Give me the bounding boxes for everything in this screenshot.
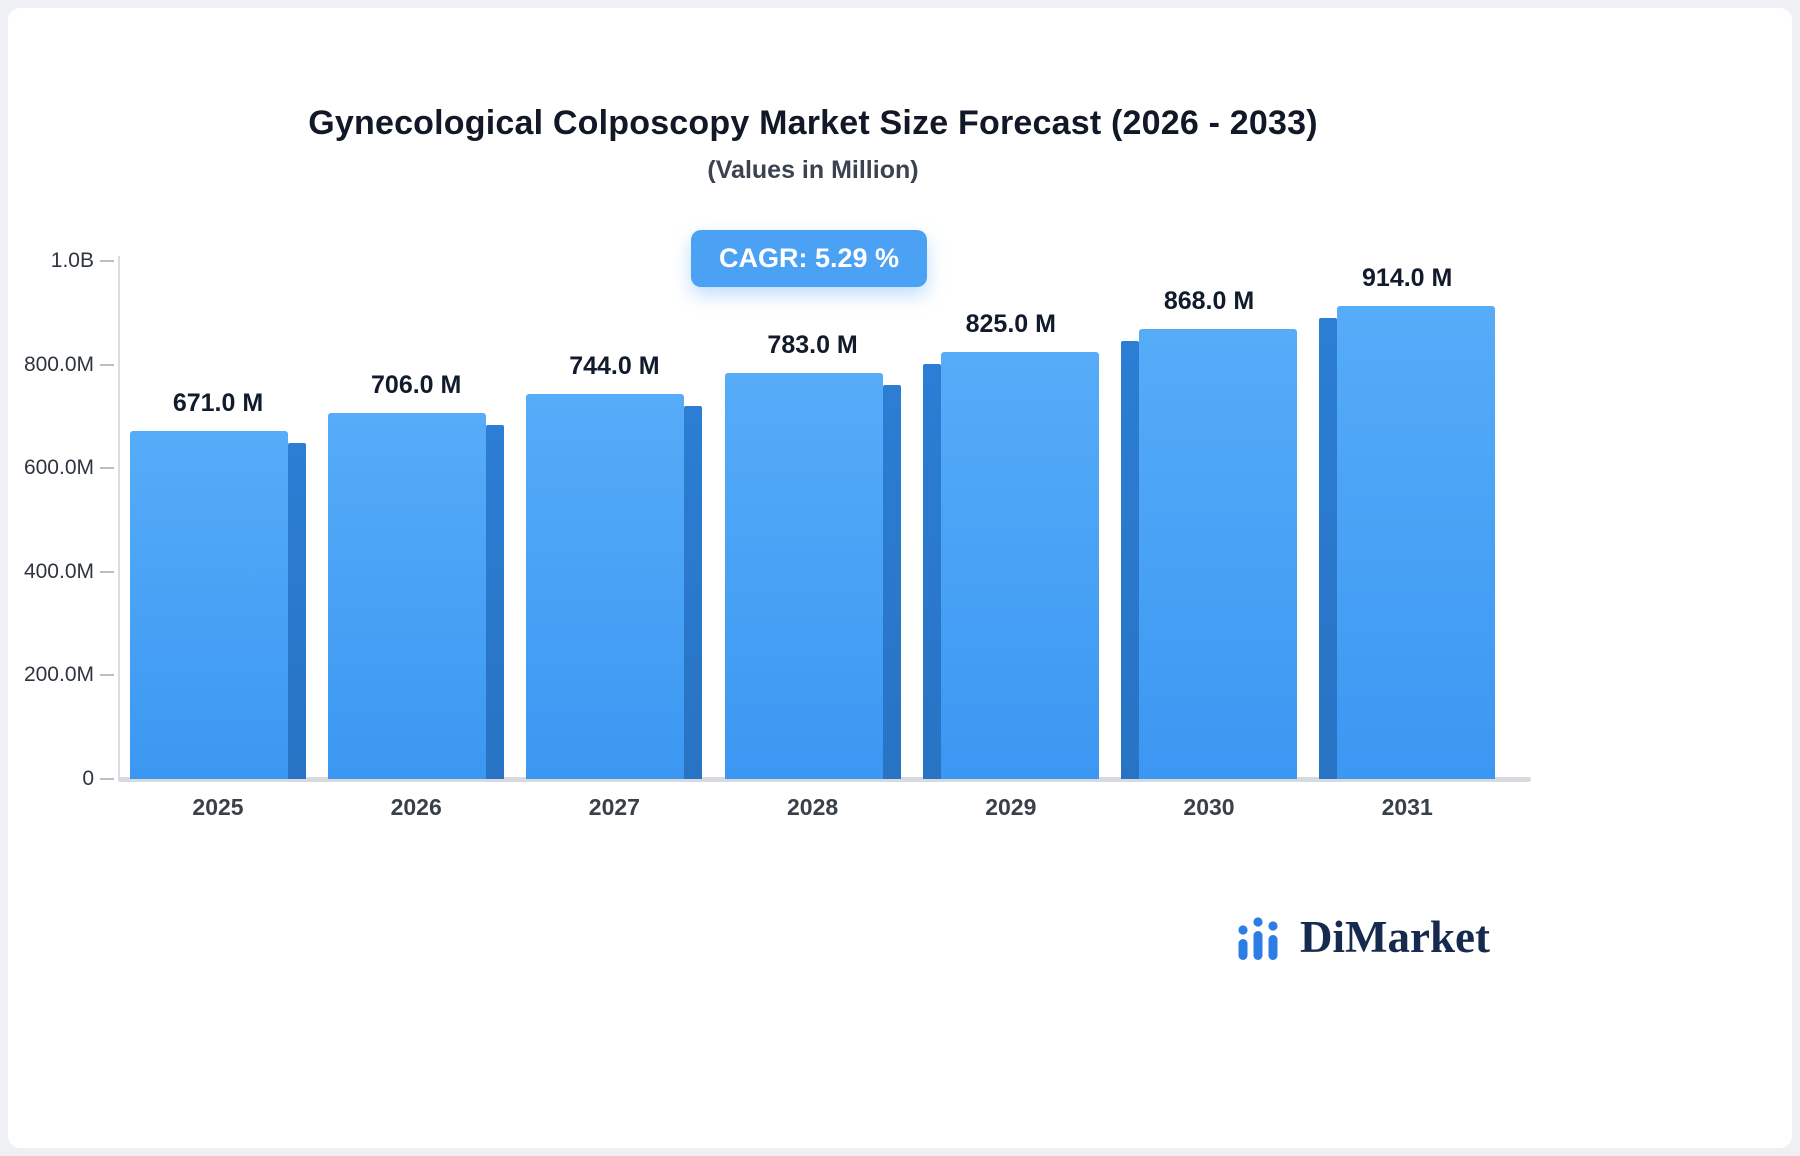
bar-face xyxy=(526,393,685,779)
bar-shadow-edge xyxy=(288,443,306,779)
brand-logo: DiMarket xyxy=(1236,908,1490,960)
bar-face xyxy=(130,431,288,779)
bar xyxy=(922,351,1099,779)
brand-logo-text: DiMarket xyxy=(1300,912,1490,962)
y-tick-mark xyxy=(100,363,114,366)
x-tick-label: 2029 xyxy=(985,794,1037,820)
chart-subtitle: (Values in Million) xyxy=(707,156,919,184)
x-tick-label: 2031 xyxy=(1381,794,1433,820)
bar xyxy=(526,393,703,779)
bar xyxy=(130,431,306,779)
x-tick-label: 2027 xyxy=(588,794,640,820)
bar-face xyxy=(328,413,487,779)
bar-value-label: 825.0 M xyxy=(965,309,1056,338)
x-tick-label: 2028 xyxy=(787,794,839,820)
y-tick-mark xyxy=(100,674,114,677)
bar-shadow-edge xyxy=(486,425,505,779)
y-tick-mark xyxy=(100,778,114,780)
bar-face xyxy=(724,373,883,779)
bar-value-label: 783.0 M xyxy=(767,331,858,360)
bar-value-label: 706.0 M xyxy=(371,371,462,400)
bar-shadow-edge xyxy=(922,363,941,779)
y-tick-mark xyxy=(100,260,114,262)
y-tick-label: 1.0B xyxy=(50,249,94,272)
y-axis-line xyxy=(118,256,120,779)
x-tick-label: 2025 xyxy=(192,794,244,820)
bar-shadow-edge xyxy=(882,385,901,779)
bar xyxy=(724,373,901,779)
cagr-badge: CAGR: 5.29 % xyxy=(691,230,928,287)
bar-value-label: 868.0 M xyxy=(1163,287,1255,316)
bar-value-label: 744.0 M xyxy=(569,351,660,380)
bar-shadow-edge xyxy=(684,405,703,779)
plot-area: 0 200.0M 400.0M 600.0M 800.0M 1.0B 671.0 M 2025… xyxy=(8,8,1792,1148)
y-tick-label: 800.0M xyxy=(23,352,94,376)
chart-title: Gynecological Colposcopy Market Size For… xyxy=(308,104,1318,142)
chart-card: Gynecological Colposcopy Market Size For… xyxy=(8,8,1792,1148)
bar xyxy=(1121,329,1297,779)
y-tick-label: 200.0M xyxy=(23,663,94,687)
y-tick-mark xyxy=(100,467,114,470)
y-tick-label: 600.0M xyxy=(23,456,94,480)
y-tick-mark xyxy=(100,570,114,573)
x-tick-label: 2026 xyxy=(390,794,442,820)
bar xyxy=(328,413,505,779)
bar-value-label: 671.0 M xyxy=(172,389,264,418)
bar-value-label: 914.0 M xyxy=(1362,263,1453,292)
bar-chart-logo-icon xyxy=(1238,917,1278,960)
bar xyxy=(1319,305,1496,779)
bar-face xyxy=(1337,305,1496,779)
bar-shadow-edge xyxy=(1121,341,1139,779)
y-tick-label: 400.0M xyxy=(23,559,94,583)
bar-shadow-edge xyxy=(1319,317,1338,779)
x-tick-label: 2030 xyxy=(1183,794,1235,820)
y-tick-label: 0 xyxy=(82,767,94,790)
bar-face xyxy=(940,351,1099,779)
x-axis-line xyxy=(118,777,1531,782)
bar-face xyxy=(1139,329,1297,779)
